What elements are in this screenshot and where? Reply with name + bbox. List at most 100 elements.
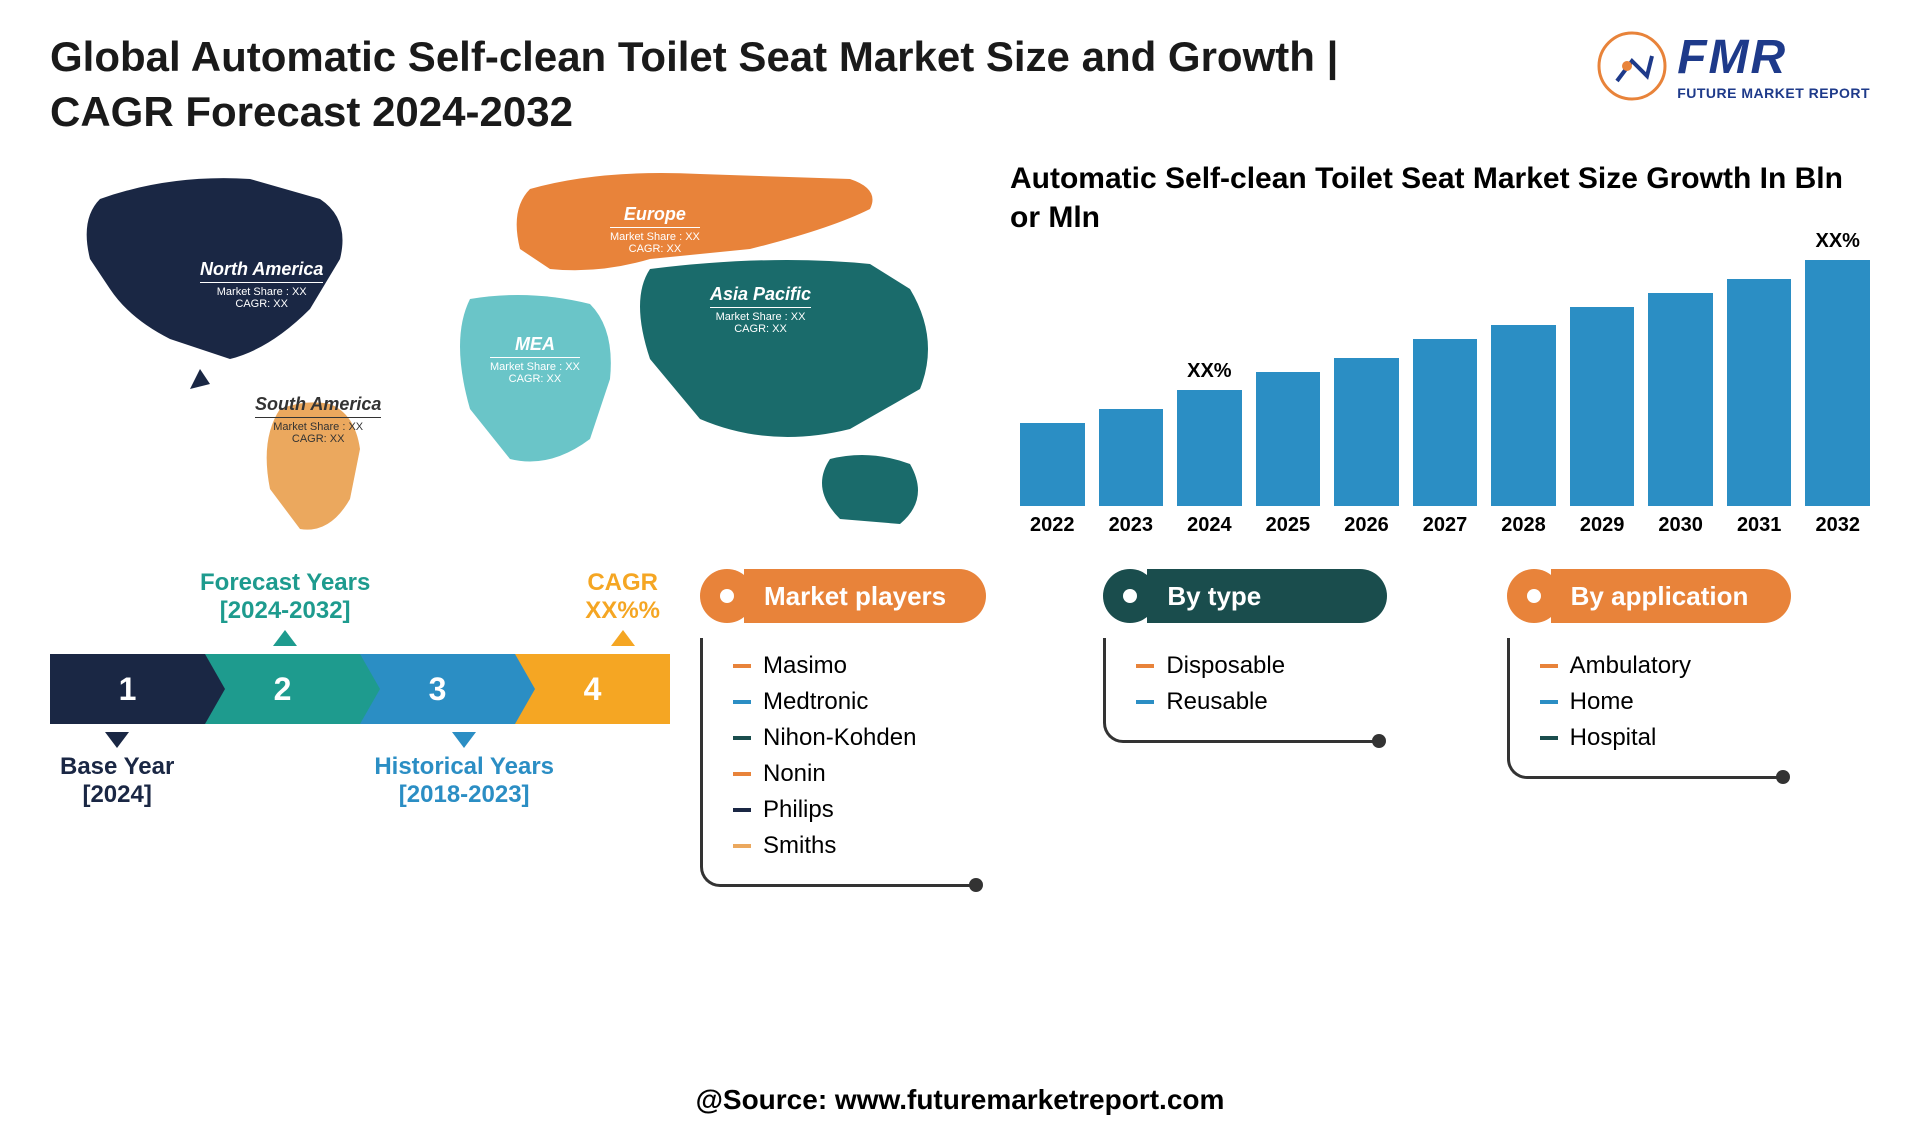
list-item: Reusable bbox=[1136, 684, 1363, 720]
bar bbox=[1256, 372, 1321, 507]
header: Global Automatic Self-clean Toilet Seat … bbox=[50, 30, 1870, 139]
timeline-top-labels: Forecast Years [2024-2032] CAGR XX%% bbox=[50, 569, 670, 646]
bar-year-label: 2030 bbox=[1658, 514, 1703, 537]
item-label: Medtronic bbox=[763, 688, 868, 716]
bar bbox=[1727, 279, 1792, 507]
marker-icon bbox=[733, 736, 751, 740]
bar bbox=[1099, 409, 1164, 507]
pill-section: By type Disposable Reusable bbox=[1103, 569, 1466, 887]
marker-icon bbox=[733, 844, 751, 848]
pill-list: Masimo Medtronic Nihon-Kohden Nonin Philips S… bbox=[700, 638, 980, 887]
hist-years-label: Historical Years [2018-2023] bbox=[374, 732, 554, 809]
pill-header: By application bbox=[1507, 569, 1791, 623]
bar bbox=[1413, 339, 1478, 506]
bar-year-label: 2032 bbox=[1815, 514, 1860, 537]
bar-wrap: 2023 bbox=[1099, 409, 1164, 538]
marker-icon bbox=[1136, 700, 1154, 704]
logo-main: FMR bbox=[1677, 30, 1870, 85]
pill-section: By application Ambulatory Home Hospital bbox=[1507, 569, 1870, 887]
list-item: Disposable bbox=[1136, 648, 1363, 684]
bar-year-label: 2027 bbox=[1423, 514, 1468, 537]
pill-header: Market players bbox=[700, 569, 986, 623]
marker-icon bbox=[733, 772, 751, 776]
list-item: Home bbox=[1540, 684, 1767, 720]
timeline-bot-labels: Base Year [2024] Historical Years [2018-… bbox=[50, 732, 670, 809]
bar-wrap: 2025 bbox=[1256, 372, 1321, 538]
item-label: Home bbox=[1570, 688, 1634, 716]
bar-year-label: 2031 bbox=[1737, 514, 1782, 537]
map-label-eu: Europe Market Share : XX CAGR: XX bbox=[610, 204, 700, 255]
bar bbox=[1177, 390, 1242, 506]
list-item: Nihon-Kohden bbox=[733, 720, 960, 756]
timeline-seg-1: 1 bbox=[50, 654, 205, 724]
pill-section: Market players Masimo Medtronic Nihon-Kohde… bbox=[700, 569, 1063, 887]
logo: FMR FUTURE MARKET REPORT bbox=[1597, 30, 1870, 101]
timeline-seg-4: 4 bbox=[515, 654, 670, 724]
list-item: Medtronic bbox=[733, 684, 960, 720]
item-label: Reusable bbox=[1166, 688, 1267, 716]
item-label: Hospital bbox=[1570, 724, 1657, 752]
bar-wrap: XX%2024 bbox=[1177, 390, 1242, 537]
pills-container: Market players Masimo Medtronic Nihon-Kohde… bbox=[700, 569, 1870, 887]
marker-icon bbox=[733, 700, 751, 704]
pill-title: By type bbox=[1147, 569, 1387, 623]
pill-title: Market players bbox=[744, 569, 986, 623]
arrow-down-icon bbox=[105, 732, 129, 748]
logo-sub: FUTURE MARKET REPORT bbox=[1677, 85, 1870, 101]
bar-wrap: 2022 bbox=[1020, 423, 1085, 538]
timeline-bar: 1 2 3 4 bbox=[50, 654, 670, 724]
list-item: Hospital bbox=[1540, 720, 1767, 756]
timeline-seg-2: 2 bbox=[205, 654, 360, 724]
base-year-label: Base Year [2024] bbox=[60, 732, 174, 809]
marker-icon bbox=[733, 808, 751, 812]
bar-wrap: 2029 bbox=[1570, 307, 1635, 538]
list-item: Ambulatory bbox=[1540, 648, 1767, 684]
item-label: Philips bbox=[763, 796, 834, 824]
source-text: @Source: www.futuremarketreport.com bbox=[696, 1084, 1225, 1116]
bar-annotation: XX% bbox=[1187, 360, 1231, 386]
cagr-label: CAGR XX%% bbox=[585, 569, 660, 646]
timeline-seg-3: 3 bbox=[360, 654, 515, 724]
bar-year-label: 2028 bbox=[1501, 514, 1546, 537]
bar-year-label: 2026 bbox=[1344, 514, 1389, 537]
bar-annotation: XX% bbox=[1816, 230, 1860, 256]
bar-wrap: 2027 bbox=[1413, 339, 1478, 537]
page-title: Global Automatic Self-clean Toilet Seat … bbox=[50, 30, 1350, 139]
bar bbox=[1805, 260, 1870, 506]
item-label: Masimo bbox=[763, 652, 847, 680]
marker-icon bbox=[1136, 664, 1154, 668]
bar-wrap: 2030 bbox=[1648, 293, 1713, 538]
map-label-ap: Asia Pacific Market Share : XX CAGR: XX bbox=[710, 284, 811, 335]
main-row: North America Market Share : XX CAGR: XX… bbox=[50, 159, 1870, 539]
item-label: Smiths bbox=[763, 832, 836, 860]
arrow-up-icon bbox=[611, 630, 635, 646]
bar-wrap: 2028 bbox=[1491, 325, 1556, 537]
map-label-na: North America Market Share : XX CAGR: XX bbox=[200, 259, 323, 310]
bar-year-label: 2025 bbox=[1266, 514, 1311, 537]
telescope-icon bbox=[1597, 31, 1667, 101]
chart-area: 2022 2023 XX%2024 2025 2026 2027 2028 2029 2030 2… bbox=[1010, 257, 1870, 537]
bar-year-label: 2023 bbox=[1109, 514, 1154, 537]
list-item: Masimo bbox=[733, 648, 960, 684]
list-item: Nonin bbox=[733, 756, 960, 792]
arrow-up-icon bbox=[273, 630, 297, 646]
item-label: Nihon-Kohden bbox=[763, 724, 916, 752]
pill-header: By type bbox=[1103, 569, 1387, 623]
arrow-down-icon bbox=[452, 732, 476, 748]
marker-icon bbox=[1540, 664, 1558, 668]
bar-wrap: XX%2032 bbox=[1805, 260, 1870, 537]
pill-title: By application bbox=[1551, 569, 1791, 623]
bar bbox=[1648, 293, 1713, 507]
item-label: Nonin bbox=[763, 760, 826, 788]
bar bbox=[1334, 358, 1399, 507]
pill-list: Ambulatory Home Hospital bbox=[1507, 638, 1787, 779]
world-map: North America Market Share : XX CAGR: XX… bbox=[50, 159, 990, 539]
item-label: Ambulatory bbox=[1570, 652, 1691, 680]
list-item: Philips bbox=[733, 792, 960, 828]
list-item: Smiths bbox=[733, 828, 960, 864]
map-label-mea: MEA Market Share : XX CAGR: XX bbox=[490, 334, 580, 385]
timeline: Forecast Years [2024-2032] CAGR XX%% 1 2… bbox=[50, 569, 670, 809]
bar bbox=[1491, 325, 1556, 506]
bar bbox=[1020, 423, 1085, 507]
bar-year-label: 2029 bbox=[1580, 514, 1625, 537]
